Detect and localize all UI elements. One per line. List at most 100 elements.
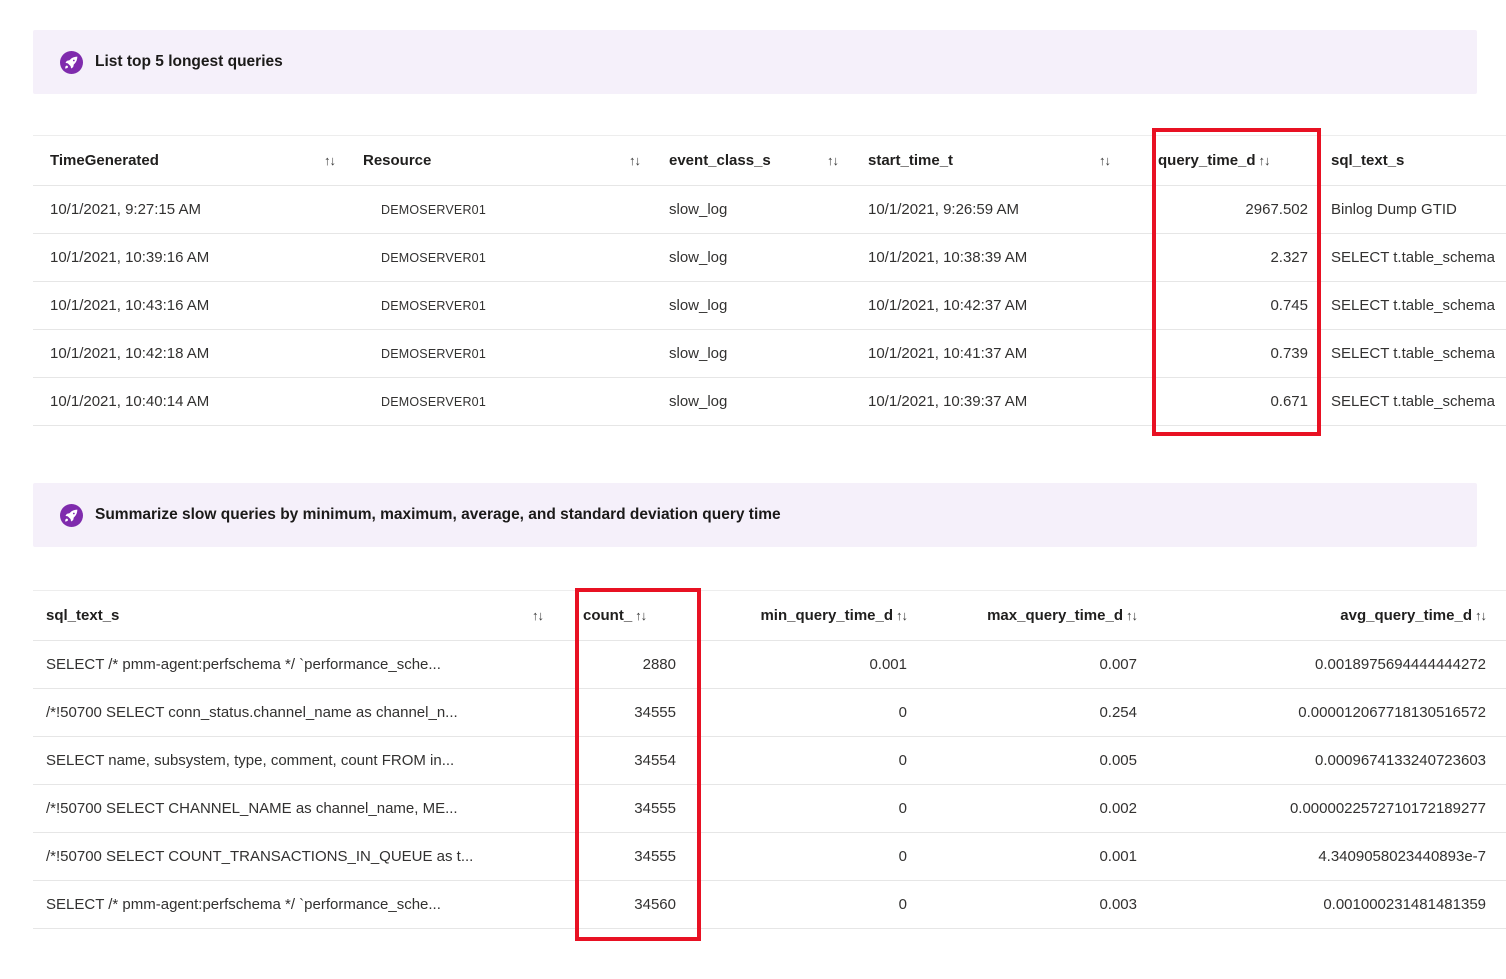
table-row[interactable]: SELECT /* pmm-agent:perfschema */ `perfo… bbox=[33, 641, 1506, 689]
column-header-sql-text[interactable]: sql_text_s ↑↓ bbox=[33, 591, 568, 640]
cell-count: 34554 bbox=[634, 752, 676, 769]
cell-min-query-time: 0 bbox=[898, 800, 907, 817]
cell-avg-query-time: 0.0000022572710172189277 bbox=[1289, 800, 1486, 817]
table-row[interactable]: 10/1/2021, 10:43:16 AM DEMOSERVER01 slow… bbox=[33, 282, 1506, 330]
cell-resource: DEMOSERVER01 bbox=[381, 298, 486, 313]
cell-count: 2880 bbox=[642, 656, 676, 673]
column-header-resource[interactable]: Resource ↑↓ bbox=[351, 136, 656, 185]
column-header-query-time[interactable]: query_time_d ↑↓ bbox=[1140, 136, 1322, 185]
column-header-label: min_query_time_d bbox=[760, 607, 893, 624]
cell-min-query-time: 0.001 bbox=[869, 656, 907, 673]
table-row[interactable]: /*!50700 SELECT COUNT_TRANSACTIONS_IN_QU… bbox=[33, 833, 1506, 881]
cell-max-query-time: 0.003 bbox=[1099, 896, 1137, 913]
table-row[interactable]: 10/1/2021, 9:27:15 AM DEMOSERVER01 slow_… bbox=[33, 186, 1506, 234]
cell-event-class: slow_log bbox=[669, 393, 728, 410]
cell-start-time: 10/1/2021, 9:26:59 AM bbox=[868, 201, 1019, 218]
cell-event-class: slow_log bbox=[669, 249, 728, 266]
sort-icon: ↑↓ bbox=[532, 608, 544, 623]
cell-sql-text: /*!50700 SELECT CHANNEL_NAME as channel_… bbox=[46, 800, 458, 817]
column-header-label: query_time_d bbox=[1158, 152, 1256, 169]
sort-icon: ↑↓ bbox=[635, 608, 647, 623]
cell-start-time: 10/1/2021, 10:42:37 AM bbox=[868, 297, 1028, 314]
column-header-event-class[interactable]: event_class_s ↑↓ bbox=[656, 136, 855, 185]
cell-sql-text: /*!50700 SELECT COUNT_TRANSACTIONS_IN_QU… bbox=[46, 848, 474, 865]
top-queries-table: TimeGenerated ↑↓ Resource ↑↓ event_class… bbox=[33, 135, 1506, 426]
cell-time-generated: 10/1/2021, 9:27:15 AM bbox=[50, 201, 201, 218]
column-header-sql-text[interactable]: sql_text_s bbox=[1322, 136, 1506, 185]
cell-time-generated: 10/1/2021, 10:40:14 AM bbox=[50, 393, 210, 410]
column-header-avg-query-time[interactable]: avg_query_time_d ↑↓ bbox=[1145, 591, 1506, 640]
rocket-icon bbox=[60, 50, 83, 74]
cell-avg-query-time: 0.0018975694444444272 bbox=[1314, 656, 1486, 673]
table-row[interactable]: SELECT /* pmm-agent:perfschema */ `perfo… bbox=[33, 881, 1506, 929]
table-row[interactable]: /*!50700 SELECT conn_status.channel_name… bbox=[33, 689, 1506, 737]
cell-count: 34560 bbox=[634, 896, 676, 913]
cell-event-class: slow_log bbox=[669, 201, 728, 218]
table-row[interactable]: /*!50700 SELECT CHANNEL_NAME as channel_… bbox=[33, 785, 1506, 833]
sort-icon: ↑↓ bbox=[827, 153, 839, 168]
copilot-prompt-banner: List top 5 longest queries bbox=[33, 30, 1477, 94]
cell-max-query-time: 0.005 bbox=[1099, 752, 1137, 769]
summary-table: sql_text_s ↑↓ count_ ↑↓ min_query_time_d… bbox=[33, 590, 1506, 929]
cell-query-time: 2967.502 bbox=[1245, 201, 1308, 218]
column-header-label: start_time_t bbox=[868, 152, 954, 169]
cell-count: 34555 bbox=[634, 800, 676, 817]
column-header-label: sql_text_s bbox=[46, 607, 120, 624]
cell-avg-query-time: 4.3409058023440893e-7 bbox=[1318, 848, 1486, 865]
cell-sql-text: /*!50700 SELECT conn_status.channel_name… bbox=[46, 704, 458, 721]
sort-icon: ↑↓ bbox=[1126, 608, 1138, 623]
cell-max-query-time: 0.001 bbox=[1099, 848, 1137, 865]
column-header-start-time[interactable]: start_time_t ↑↓ bbox=[855, 136, 1140, 185]
sort-icon: ↑↓ bbox=[896, 608, 908, 623]
cell-event-class: slow_log bbox=[669, 345, 728, 362]
column-header-min-query-time[interactable]: min_query_time_d ↑↓ bbox=[706, 591, 915, 640]
column-header-timegenerated[interactable]: TimeGenerated ↑↓ bbox=[33, 136, 351, 185]
cell-sql-text: SELECT t.table_schema bbox=[1331, 393, 1495, 410]
table-header-row: TimeGenerated ↑↓ Resource ↑↓ event_class… bbox=[33, 136, 1506, 186]
table-row[interactable]: 10/1/2021, 10:40:14 AM DEMOSERVER01 slow… bbox=[33, 378, 1506, 426]
cell-sql-text: SELECT t.table_schema bbox=[1331, 249, 1495, 266]
cell-sql-text: SELECT name, subsystem, type, comment, c… bbox=[46, 752, 455, 769]
cell-max-query-time: 0.007 bbox=[1099, 656, 1137, 673]
cell-sql-text: SELECT /* pmm-agent:perfschema */ `perfo… bbox=[46, 656, 441, 673]
cell-resource: DEMOSERVER01 bbox=[381, 346, 486, 361]
cell-query-time: 0.745 bbox=[1270, 297, 1308, 314]
table-row[interactable]: SELECT name, subsystem, type, comment, c… bbox=[33, 737, 1506, 785]
cell-max-query-time: 0.254 bbox=[1099, 704, 1137, 721]
column-header-label: sql_text_s bbox=[1331, 152, 1405, 169]
column-header-label: TimeGenerated bbox=[50, 152, 159, 169]
column-header-label: max_query_time_d bbox=[987, 607, 1123, 624]
cell-resource: DEMOSERVER01 bbox=[381, 202, 486, 217]
cell-min-query-time: 0 bbox=[898, 752, 907, 769]
cell-query-time: 0.739 bbox=[1270, 345, 1308, 362]
cell-query-time: 0.671 bbox=[1270, 393, 1308, 410]
cell-sql-text: SELECT t.table_schema bbox=[1331, 297, 1495, 314]
rocket-icon bbox=[60, 503, 83, 527]
column-header-label: event_class_s bbox=[669, 152, 771, 169]
column-header-max-query-time[interactable]: max_query_time_d ↑↓ bbox=[915, 591, 1145, 640]
cell-count: 34555 bbox=[634, 848, 676, 865]
column-header-count[interactable]: count_ ↑↓ bbox=[568, 591, 706, 640]
table-row[interactable]: 10/1/2021, 10:39:16 AM DEMOSERVER01 slow… bbox=[33, 234, 1506, 282]
sort-icon: ↑↓ bbox=[1258, 153, 1271, 168]
cell-time-generated: 10/1/2021, 10:43:16 AM bbox=[50, 297, 210, 314]
cell-avg-query-time: 0.000012067718130516572 bbox=[1298, 704, 1486, 721]
column-header-label: avg_query_time_d bbox=[1340, 607, 1472, 624]
sort-icon: ↑↓ bbox=[1099, 153, 1111, 168]
column-header-label: Resource bbox=[363, 152, 432, 169]
cell-sql-text: Binlog Dump GTID bbox=[1331, 201, 1457, 218]
cell-max-query-time: 0.002 bbox=[1099, 800, 1137, 817]
cell-time-generated: 10/1/2021, 10:39:16 AM bbox=[50, 249, 210, 266]
prompt-text: List top 5 longest queries bbox=[95, 53, 283, 70]
cell-sql-text: SELECT t.table_schema bbox=[1331, 345, 1495, 362]
table-header-row: sql_text_s ↑↓ count_ ↑↓ min_query_time_d… bbox=[33, 591, 1506, 641]
sort-icon: ↑↓ bbox=[324, 153, 336, 168]
cell-time-generated: 10/1/2021, 10:42:18 AM bbox=[50, 345, 210, 362]
cell-avg-query-time: 0.0009674133240723603 bbox=[1314, 752, 1486, 769]
column-header-label: count_ bbox=[583, 607, 633, 624]
cell-count: 34555 bbox=[634, 704, 676, 721]
table-row[interactable]: 10/1/2021, 10:42:18 AM DEMOSERVER01 slow… bbox=[33, 330, 1506, 378]
sort-icon: ↑↓ bbox=[629, 153, 641, 168]
cell-resource: DEMOSERVER01 bbox=[381, 250, 486, 265]
